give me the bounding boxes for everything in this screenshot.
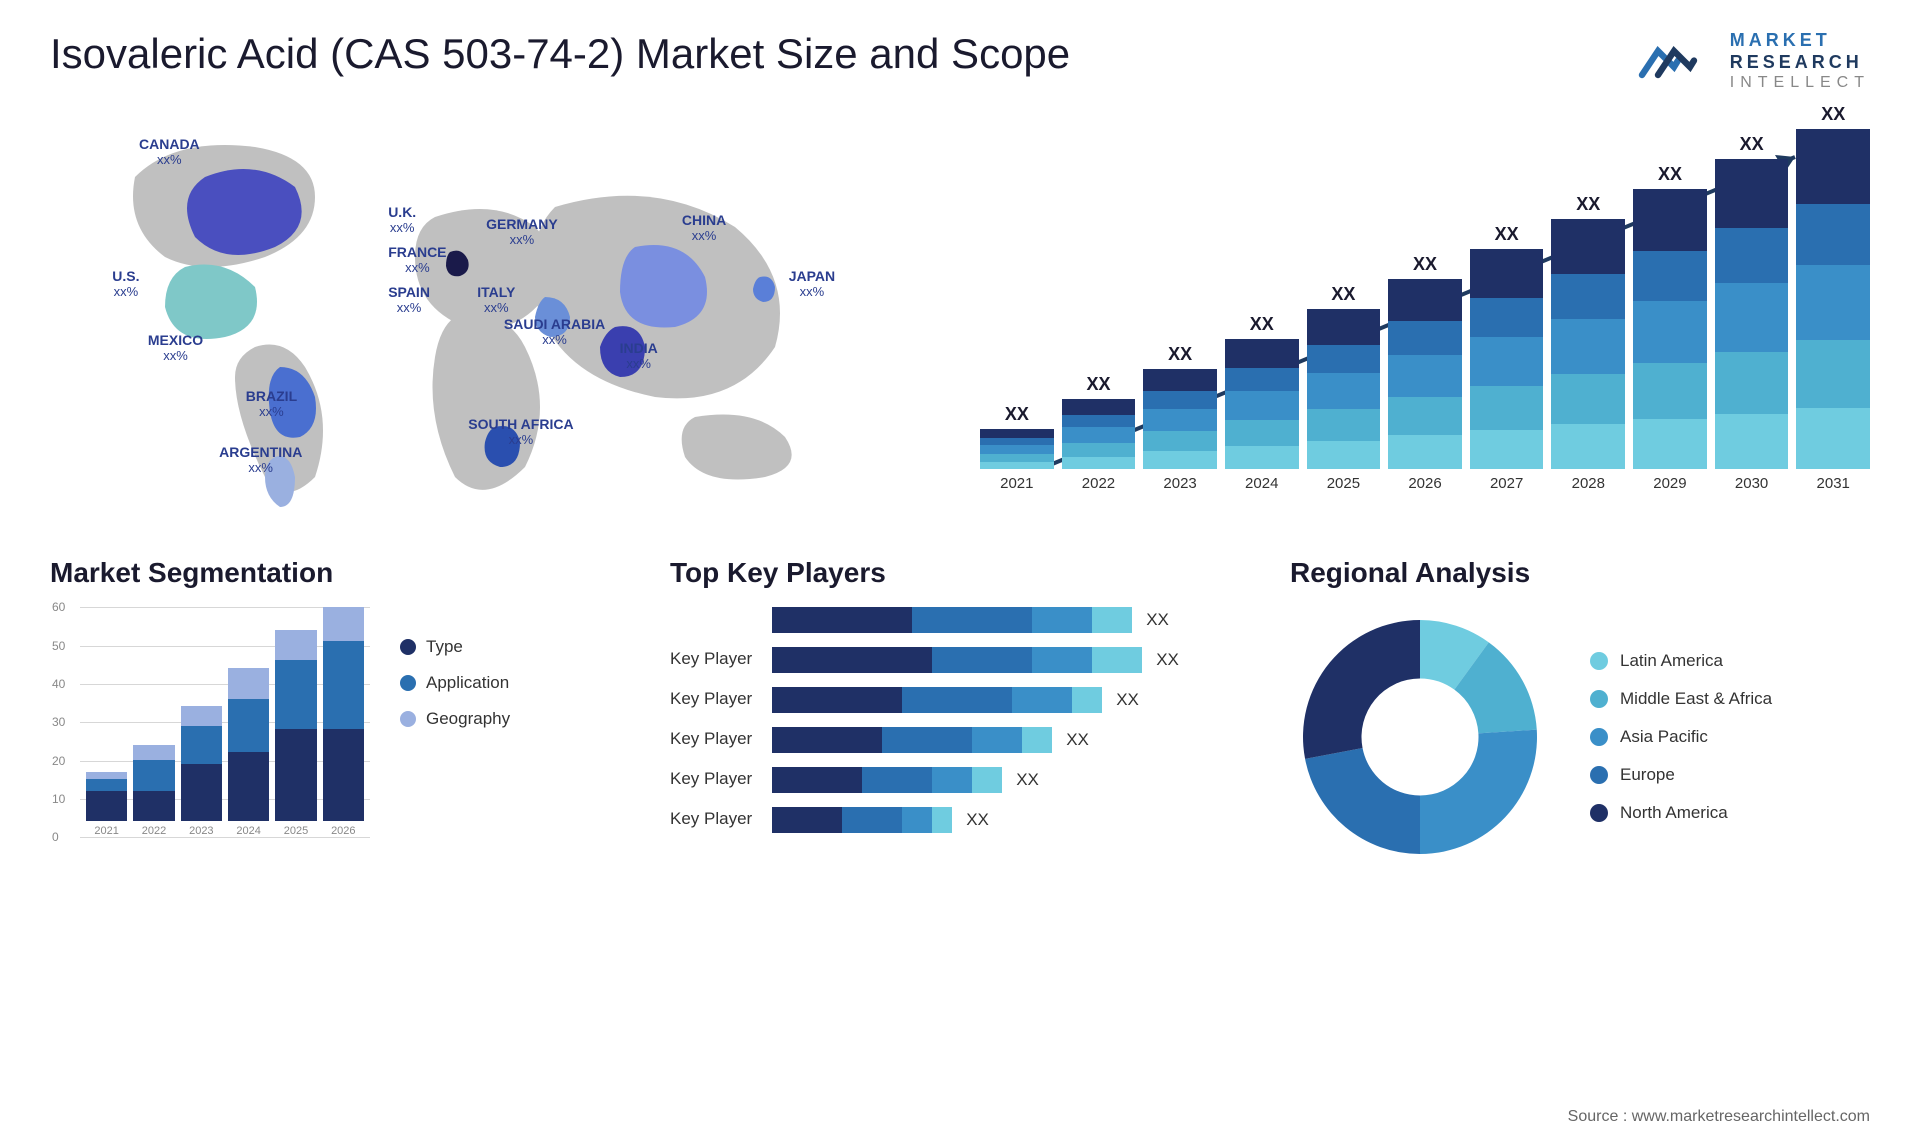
donut-slice (1303, 620, 1420, 759)
source-attribution: Source : www.marketresearchintellect.com (1568, 1108, 1870, 1126)
donut-slice (1305, 748, 1420, 854)
map-label: ARGENTINAxx% (219, 445, 302, 475)
regional-title: Regional Analysis (1290, 557, 1870, 589)
reg-legend-item: Europe (1590, 765, 1772, 785)
seg-bar: 2022 (133, 745, 174, 838)
growth-bar: XX2026 (1388, 254, 1462, 492)
kp-label: Key Player (670, 649, 752, 671)
growth-bar: XX2021 (980, 404, 1054, 492)
reg-legend-item: Middle East & Africa (1590, 689, 1772, 709)
map-label: U.S.xx% (112, 269, 139, 299)
growth-bar: XX2029 (1633, 164, 1707, 492)
seg-legend-item: Geography (400, 709, 510, 729)
kp-label: Key Player (670, 689, 752, 711)
growth-bar: XX2028 (1551, 194, 1625, 492)
kp-bar-row: XX (772, 807, 1250, 833)
map-label: INDIAxx% (620, 341, 658, 371)
key-players-chart: XX XX XX XX XX XX (772, 607, 1250, 833)
kp-label: Key Player (670, 769, 752, 791)
growth-bar: XX2031 (1796, 104, 1870, 492)
kp-bar-row: XX (772, 767, 1250, 793)
map-label: BRAZILxx% (246, 389, 297, 419)
seg-bar: 2021 (86, 772, 127, 838)
header: Isovaleric Acid (CAS 503-74-2) Market Si… (50, 30, 1870, 92)
map-label: SAUDI ARABIAxx% (504, 317, 605, 347)
growth-bar: XX2027 (1470, 224, 1544, 492)
key-players-title: Top Key Players (670, 557, 1250, 589)
seg-bar: 2023 (181, 706, 222, 837)
segmentation-panel: Market Segmentation 01020304050602021202… (50, 557, 630, 867)
growth-chart: XX2021XX2022XX2023XX2024XX2025XX2026XX20… (980, 117, 1870, 517)
kp-label: Key Player (670, 729, 752, 751)
brand-logo: MARKET RESEARCH INTELLECT (1638, 30, 1870, 92)
logo-mark-icon (1638, 34, 1718, 89)
regional-donut-chart (1290, 607, 1550, 867)
map-label: ITALYxx% (477, 285, 515, 315)
reg-legend-item: Asia Pacific (1590, 727, 1772, 747)
seg-bar: 2026 (323, 607, 364, 838)
map-label: GERMANYxx% (486, 217, 558, 247)
growth-bar: XX2022 (1062, 374, 1136, 492)
growth-bar: XX2025 (1307, 284, 1381, 492)
seg-legend-item: Application (400, 673, 510, 693)
kp-label: Key Player (670, 809, 752, 831)
regional-legend: Latin America Middle East & Africa Asia Pa… (1590, 651, 1772, 823)
bottom-row: Market Segmentation 01020304050602021202… (50, 557, 1870, 867)
map-label: CANADAxx% (139, 137, 200, 167)
reg-legend-item: Latin America (1590, 651, 1772, 671)
seg-bar: 2025 (275, 630, 316, 838)
kp-bar-row: XX (772, 647, 1250, 673)
segmentation-legend: Type Application Geography (400, 607, 510, 857)
kp-bar-row: XX (772, 607, 1250, 633)
key-players-labels: Key Player Key Player Key Player Key Player… (670, 607, 752, 831)
growth-bar: XX2030 (1715, 134, 1789, 492)
map-label: MEXICOxx% (148, 333, 203, 363)
seg-bar: 2024 (228, 668, 269, 837)
seg-legend-item: Type (400, 637, 510, 657)
map-label: CHINAxx% (682, 213, 726, 243)
key-players-panel: Top Key Players Key PlayerKey PlayerKey … (670, 557, 1250, 867)
kp-bar-row: XX (772, 687, 1250, 713)
world-map-panel: CANADAxx% U.S.xx% MEXICOxx% BRAZILxx% ARGENT… (50, 117, 940, 517)
growth-bar: XX2024 (1225, 314, 1299, 492)
donut-slice (1420, 730, 1537, 854)
segmentation-title: Market Segmentation (50, 557, 630, 589)
regional-panel: Regional Analysis Latin America Middle Ea… (1290, 557, 1870, 867)
map-label: U.K.xx% (388, 205, 416, 235)
top-row: CANADAxx% U.S.xx% MEXICOxx% BRAZILxx% ARGENT… (50, 117, 1870, 517)
reg-legend-item: North America (1590, 803, 1772, 823)
map-label: JAPANxx% (789, 269, 835, 299)
page-title: Isovaleric Acid (CAS 503-74-2) Market Si… (50, 30, 1070, 78)
world-map-icon (50, 117, 940, 517)
map-label: FRANCExx% (388, 245, 446, 275)
segmentation-chart: 0102030405060202120222023202420252026 (50, 607, 370, 857)
map-label: SOUTH AFRICAxx% (468, 417, 573, 447)
growth-bar: XX2023 (1143, 344, 1217, 492)
kp-bar-row: XX (772, 727, 1250, 753)
logo-text: MARKET RESEARCH INTELLECT (1730, 30, 1870, 92)
map-label: SPAINxx% (388, 285, 430, 315)
